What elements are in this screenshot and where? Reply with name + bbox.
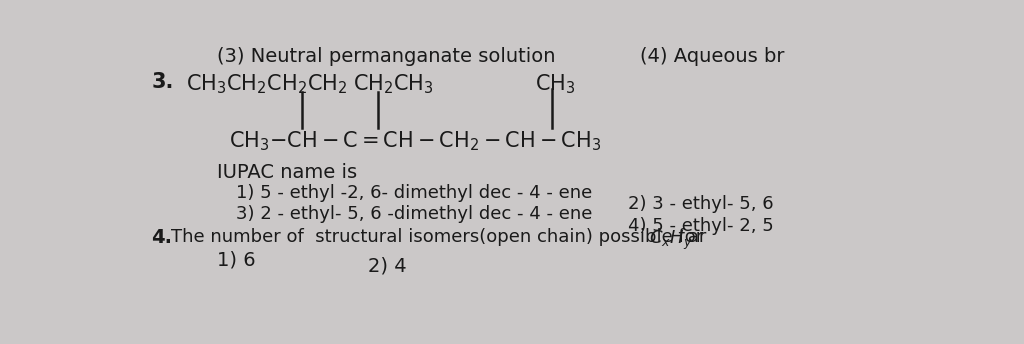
- Text: ar: ar: [682, 228, 707, 246]
- Text: 3) 2 - ethyl- 5, 6 -dimethyl dec - 4 - ene: 3) 2 - ethyl- 5, 6 -dimethyl dec - 4 - e…: [237, 205, 593, 223]
- Text: $\mathsf{CH_3CH_2CH_2CH_2}$: $\mathsf{CH_3CH_2CH_2CH_2}$: [186, 72, 347, 96]
- Text: 4.: 4.: [152, 228, 172, 247]
- Text: $\mathsf{CH_3}$: $\mathsf{CH_3}$: [535, 72, 575, 96]
- Text: 1) 6: 1) 6: [217, 251, 256, 270]
- Text: (3) Neutral permanganate solution: (3) Neutral permanganate solution: [217, 47, 556, 66]
- Text: 2) 4: 2) 4: [369, 257, 407, 276]
- Text: 4) 5 - ethyl- 2, 5: 4) 5 - ethyl- 2, 5: [628, 217, 773, 235]
- Text: The number of  structural isomers(open chain) possible for: The number of structural isomers(open ch…: [171, 228, 709, 246]
- Text: 3.: 3.: [152, 72, 174, 92]
- Text: 2) 3 - ethyl- 5, 6: 2) 3 - ethyl- 5, 6: [628, 195, 773, 213]
- Text: (4) Aqueous br: (4) Aqueous br: [640, 47, 784, 66]
- Text: $\mathsf{CH_3}$$\mathsf{-CH-C=CH-CH_2-CH-CH_3}$: $\mathsf{CH_3}$$\mathsf{-CH-C=CH-CH_2-CH…: [228, 130, 601, 153]
- Text: $\mathit{C_xH_y}$: $\mathit{C_xH_y}$: [649, 228, 692, 251]
- Text: 1) 5 - ethyl -2, 6- dimethyl dec - 4 - ene: 1) 5 - ethyl -2, 6- dimethyl dec - 4 - e…: [237, 184, 593, 202]
- Text: $\mathsf{CH_2CH_3}$: $\mathsf{CH_2CH_3}$: [352, 72, 433, 96]
- Text: IUPAC name is: IUPAC name is: [217, 163, 357, 182]
